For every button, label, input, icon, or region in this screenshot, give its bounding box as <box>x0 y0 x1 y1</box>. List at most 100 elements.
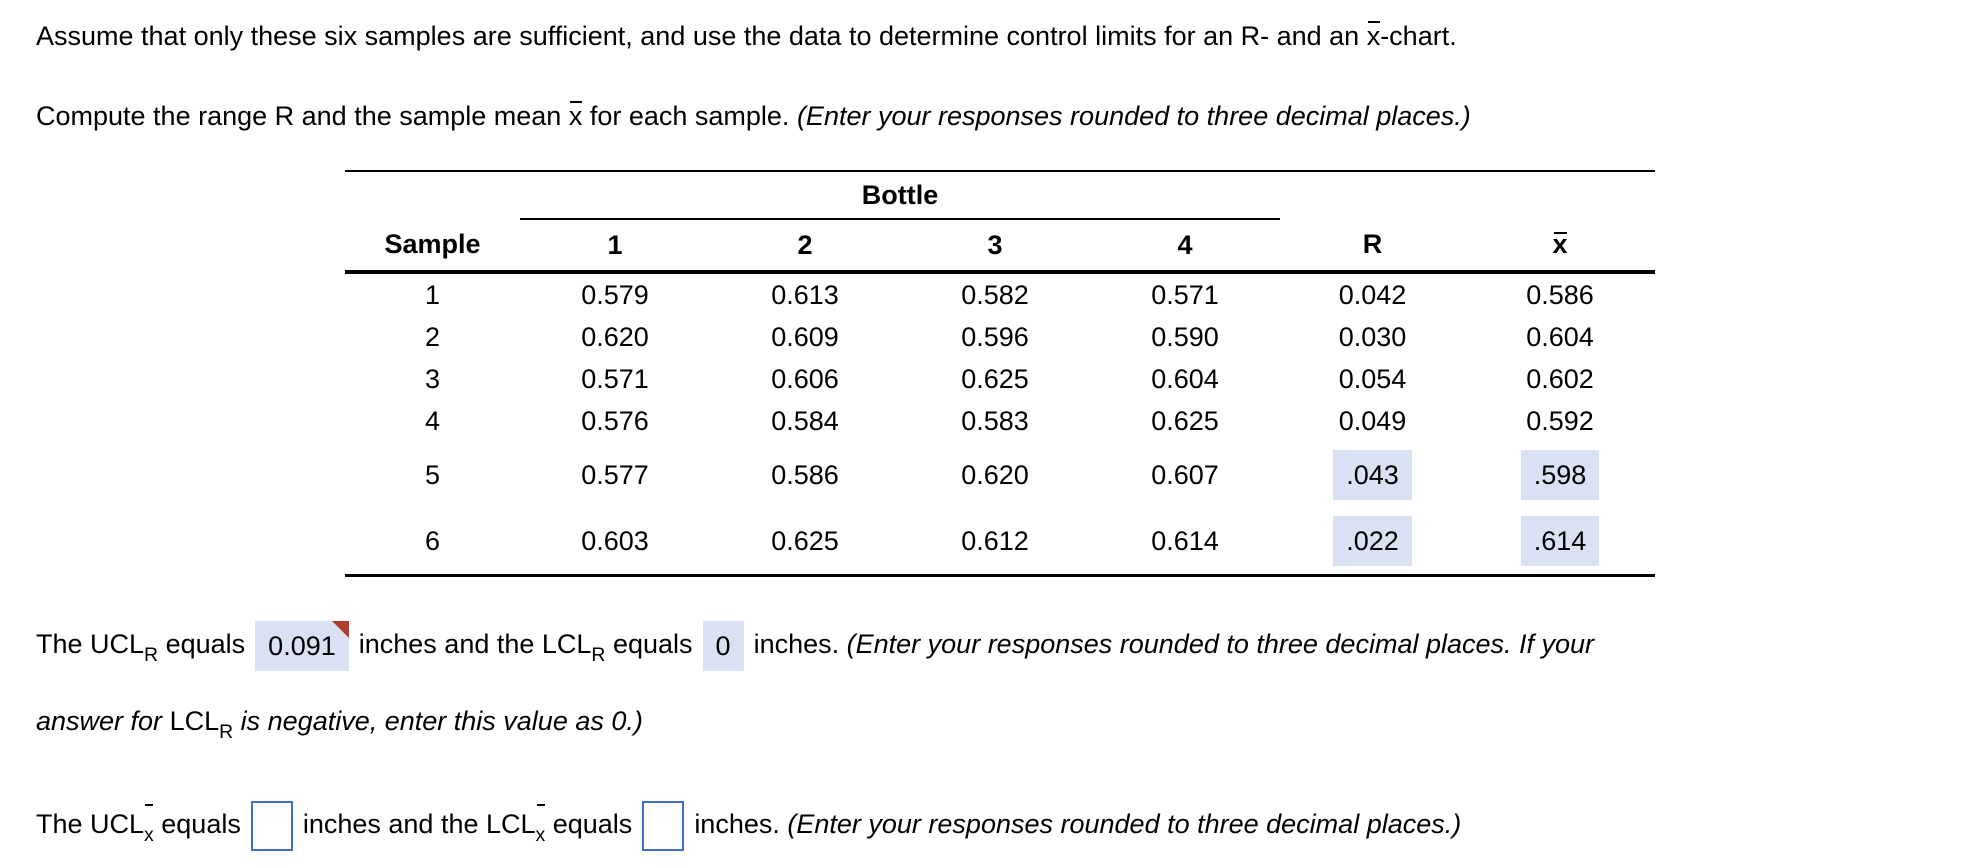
table-row: 4 0.576 0.584 0.583 0.625 0.049 0.592 <box>345 400 1655 442</box>
bottle-value: 0.609 <box>771 321 839 352</box>
lcl-r-value: 0 <box>715 630 731 661</box>
bottle-value: 0.576 <box>581 405 649 436</box>
mean-answer-cell: .614 <box>1465 508 1655 577</box>
bottle-value: 0.625 <box>961 363 1029 394</box>
table-row: 1 0.579 0.613 0.582 0.571 0.042 0.586 <box>345 272 1655 316</box>
col-header-range: R <box>1280 219 1465 274</box>
table-row: 2 0.620 0.609 0.596 0.590 0.030 0.604 <box>345 316 1655 358</box>
xbar-symbol: x <box>569 98 582 134</box>
mean-value: 0.602 <box>1526 363 1594 394</box>
bottle-value: 0.584 <box>771 405 839 436</box>
range-answer-cell: .022 <box>1280 508 1465 577</box>
r-limits-sentence: The UCLR equals 0.091 inches and the LCLR … <box>36 611 1984 765</box>
mean-answer-field[interactable]: .614 <box>1520 516 1600 566</box>
bottle-value: 0.571 <box>581 363 649 394</box>
bottle-value: 0.620 <box>961 459 1029 490</box>
r-limits-note: answer for <box>36 706 170 737</box>
subscript-r: R <box>219 721 234 744</box>
bottle-value: 0.596 <box>961 321 1029 352</box>
r-limits-text: equals <box>605 629 693 659</box>
bottle-value: 0.577 <box>581 459 649 490</box>
bottle-value: 0.606 <box>771 363 839 394</box>
lcl-r-answer-field[interactable]: 0 <box>702 620 744 671</box>
r-limits-note: is negative, enter this value as 0.) <box>233 706 643 737</box>
x-limits-text: The UCL <box>36 809 145 840</box>
sample-number: 5 <box>424 459 441 490</box>
sample-number: 6 <box>345 508 520 577</box>
mean-value: 0.604 <box>1526 321 1594 352</box>
ucl-r-value: 0.091 <box>268 630 336 661</box>
range-value: 0.054 <box>1338 363 1407 394</box>
col-header-bottle-4: 4 <box>1090 219 1280 274</box>
bottle-value: 0.586 <box>771 459 839 490</box>
x-limits-text: equals <box>545 809 633 840</box>
subscript-xbar: x <box>144 804 154 846</box>
lcl-r-label: LCL <box>169 706 220 737</box>
ucl-r-answer-field[interactable]: 0.091 <box>255 620 349 671</box>
table-row: 6 0.603 0.625 0.612 0.614 .022 .614 <box>345 508 1655 577</box>
mean-value: 0.592 <box>1526 405 1594 436</box>
xbar-symbol: x <box>144 802 154 868</box>
instruction-note: (Enter your responses rounded to three d… <box>796 101 1471 131</box>
bottle-value: 0.571 <box>1151 279 1219 310</box>
bottle-value: 0.582 <box>961 279 1029 310</box>
bottle-value: 0.583 <box>961 405 1029 436</box>
instruction-text-mid: for each sample. <box>582 101 797 131</box>
bottle-value: 0.590 <box>1151 321 1219 352</box>
bottle-value: 0.607 <box>1151 459 1219 490</box>
subscript-xbar: x <box>536 804 545 846</box>
r-limits-text: inches. <box>753 629 847 659</box>
bottle-value: 0.604 <box>1151 363 1219 394</box>
table-group-header-row: Bottle <box>345 171 1655 220</box>
bottle-value: 0.579 <box>581 279 649 310</box>
r-limits-text: equals <box>158 629 246 659</box>
bottle-value: 0.620 <box>581 321 649 352</box>
r-limits-text: The UCL <box>36 629 145 659</box>
instruction-line: Compute the range R and the sample mean … <box>36 98 1984 134</box>
x-limits-text: equals <box>153 809 241 840</box>
lcl-xbar-input[interactable] <box>642 801 685 852</box>
xbar-symbol: x <box>536 802 545 868</box>
bottle-group-header: Bottle <box>520 171 1280 220</box>
x-limits-sentence: The UCLx equals inches and the LCLx equal… <box>36 791 1984 868</box>
statement-text: Assume that only these six samples are s… <box>36 21 1367 51</box>
table-header-row: Sample 1 2 3 4 R x <box>345 219 1655 274</box>
range-value: 0.049 <box>1338 405 1407 436</box>
r-limits-note: (Enter your responses rounded to three d… <box>846 629 1595 659</box>
sample-number: 4 <box>424 405 441 436</box>
xbar-symbol: x <box>1552 229 1568 259</box>
bottle-value: 0.603 <box>520 508 710 577</box>
table-row: 5 0.577 0.586 0.620 0.607 .043 .598 <box>345 442 1655 508</box>
samples-table: Bottle Sample 1 2 3 4 R x 1 0.579 0.613 … <box>345 170 1655 577</box>
bottle-value: 0.614 <box>1090 508 1280 577</box>
statement-text-end: -chart. <box>1380 21 1457 51</box>
mean-answer-field[interactable]: .598 <box>1520 450 1600 500</box>
col-header-bottle-3: 3 <box>900 219 1090 274</box>
subscript-r: R <box>144 644 159 667</box>
range-value: 0.042 <box>1338 279 1407 310</box>
range-answer-field[interactable]: .043 <box>1333 450 1412 500</box>
sample-number: 3 <box>424 363 441 394</box>
col-header-bottle-1: 1 <box>520 219 710 274</box>
col-header-bottle-2: 2 <box>710 219 900 274</box>
bottle-value: 0.612 <box>900 508 1090 577</box>
range-value: 0.030 <box>1338 321 1407 352</box>
corner-cell <box>345 171 520 219</box>
instruction-text: Compute the range R and the sample mean <box>36 101 569 131</box>
bottle-value: 0.625 <box>1151 405 1219 436</box>
incorrect-flag-icon <box>331 620 349 638</box>
ucl-xbar-input[interactable] <box>250 801 293 852</box>
empty-group-cell <box>1280 171 1655 219</box>
bottle-value: 0.625 <box>710 508 900 577</box>
col-header-xbar: x <box>1465 219 1655 274</box>
col-header-sample: Sample <box>345 219 520 274</box>
table-row: 3 0.571 0.606 0.625 0.604 0.054 0.602 <box>345 358 1655 400</box>
range-answer-field[interactable]: .022 <box>1333 516 1412 566</box>
r-limits-text: inches and the LCL <box>358 629 592 659</box>
x-limits-note: (Enter your responses rounded to three d… <box>787 809 1462 840</box>
problem-statement: Assume that only these six samples are s… <box>36 18 1984 54</box>
sample-number: 1 <box>424 279 441 310</box>
x-limits-text: inches. <box>694 809 788 840</box>
bottle-value: 0.613 <box>771 279 839 310</box>
